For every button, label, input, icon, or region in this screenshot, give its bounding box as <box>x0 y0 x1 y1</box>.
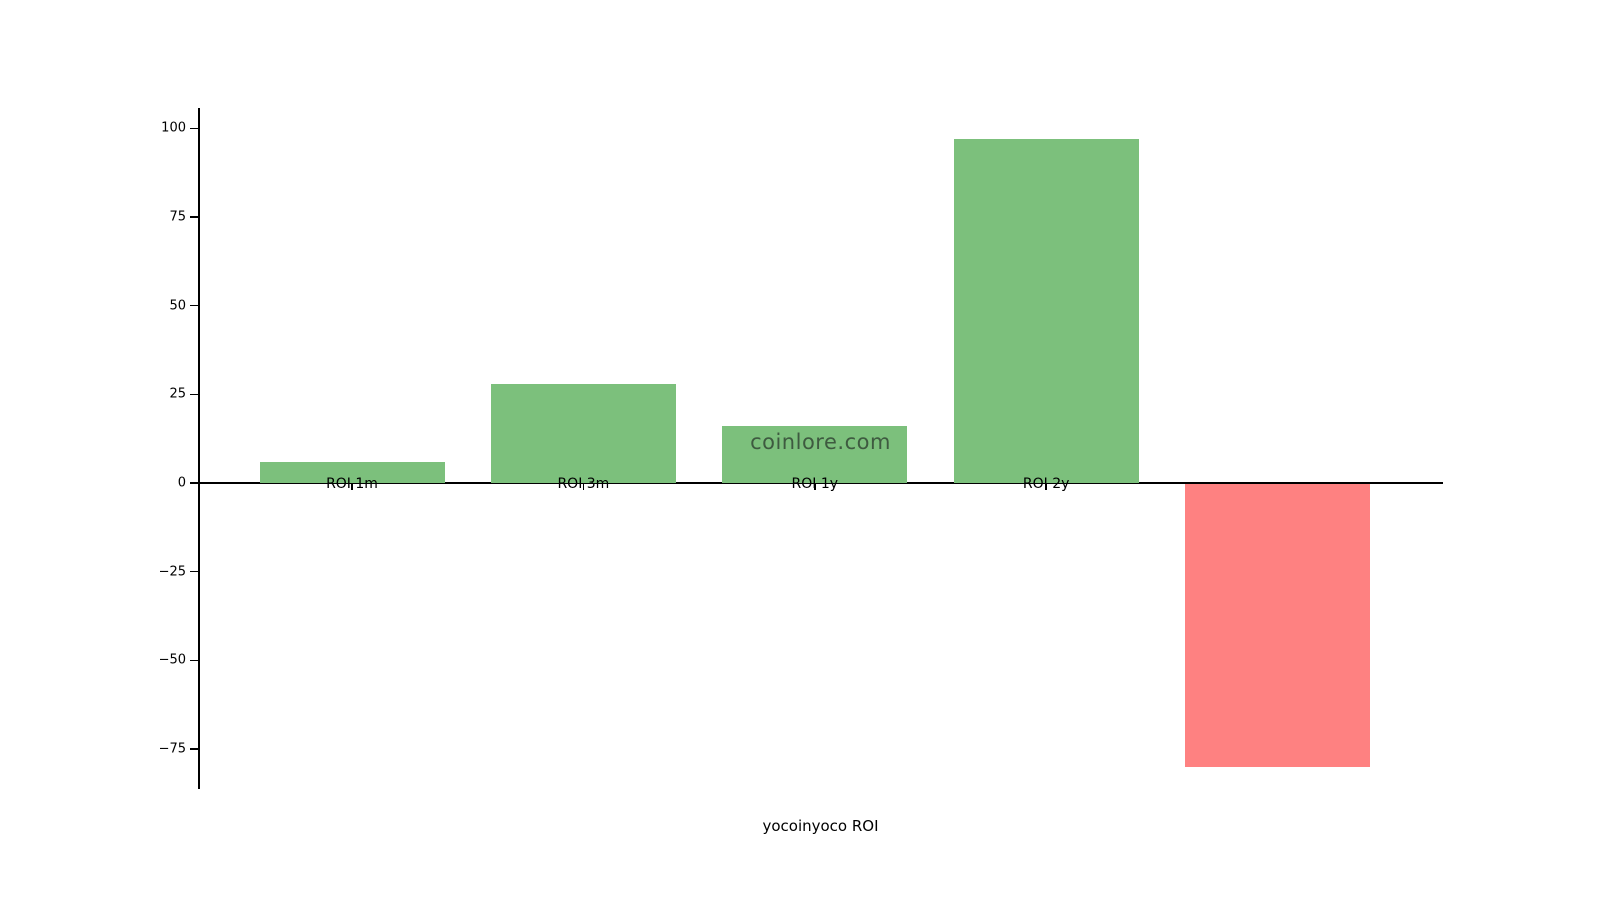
y-tick-mark <box>190 393 198 396</box>
y-tick-label: 0 <box>177 475 186 491</box>
watermark: coinlore.com <box>750 430 891 454</box>
bar-roi-1m <box>259 461 445 483</box>
y-tick-mark <box>190 659 198 662</box>
x-tick-mark <box>351 483 353 490</box>
chart-title: yocoinyoco ROI <box>762 817 879 835</box>
y-tick-label: 75 <box>169 209 186 225</box>
y-tick-mark <box>190 304 198 307</box>
bar-roi-2y <box>953 138 1139 483</box>
y-tick-label: 25 <box>169 386 186 402</box>
y-tick-mark <box>190 482 198 484</box>
x-tick-mark <box>814 483 816 490</box>
y-tick-label: −50 <box>158 652 186 668</box>
y-tick-mark <box>190 570 198 573</box>
x-tick-mark <box>582 483 585 490</box>
y-tick-label: 50 <box>169 298 186 314</box>
bar-roi-1y <box>722 426 908 483</box>
y-tick-mark <box>190 127 198 130</box>
y-tick-label: −25 <box>158 564 186 580</box>
y-tick-label: 100 <box>161 120 186 136</box>
y-tick-mark <box>190 216 198 218</box>
y-tick-mark <box>190 748 198 750</box>
x-tick-mark <box>1045 483 1047 490</box>
y-tick-label: −75 <box>158 741 186 757</box>
bar-unlabeled <box>1185 483 1371 768</box>
bar-roi-3m <box>490 383 676 483</box>
y-axis-spine <box>198 108 200 789</box>
